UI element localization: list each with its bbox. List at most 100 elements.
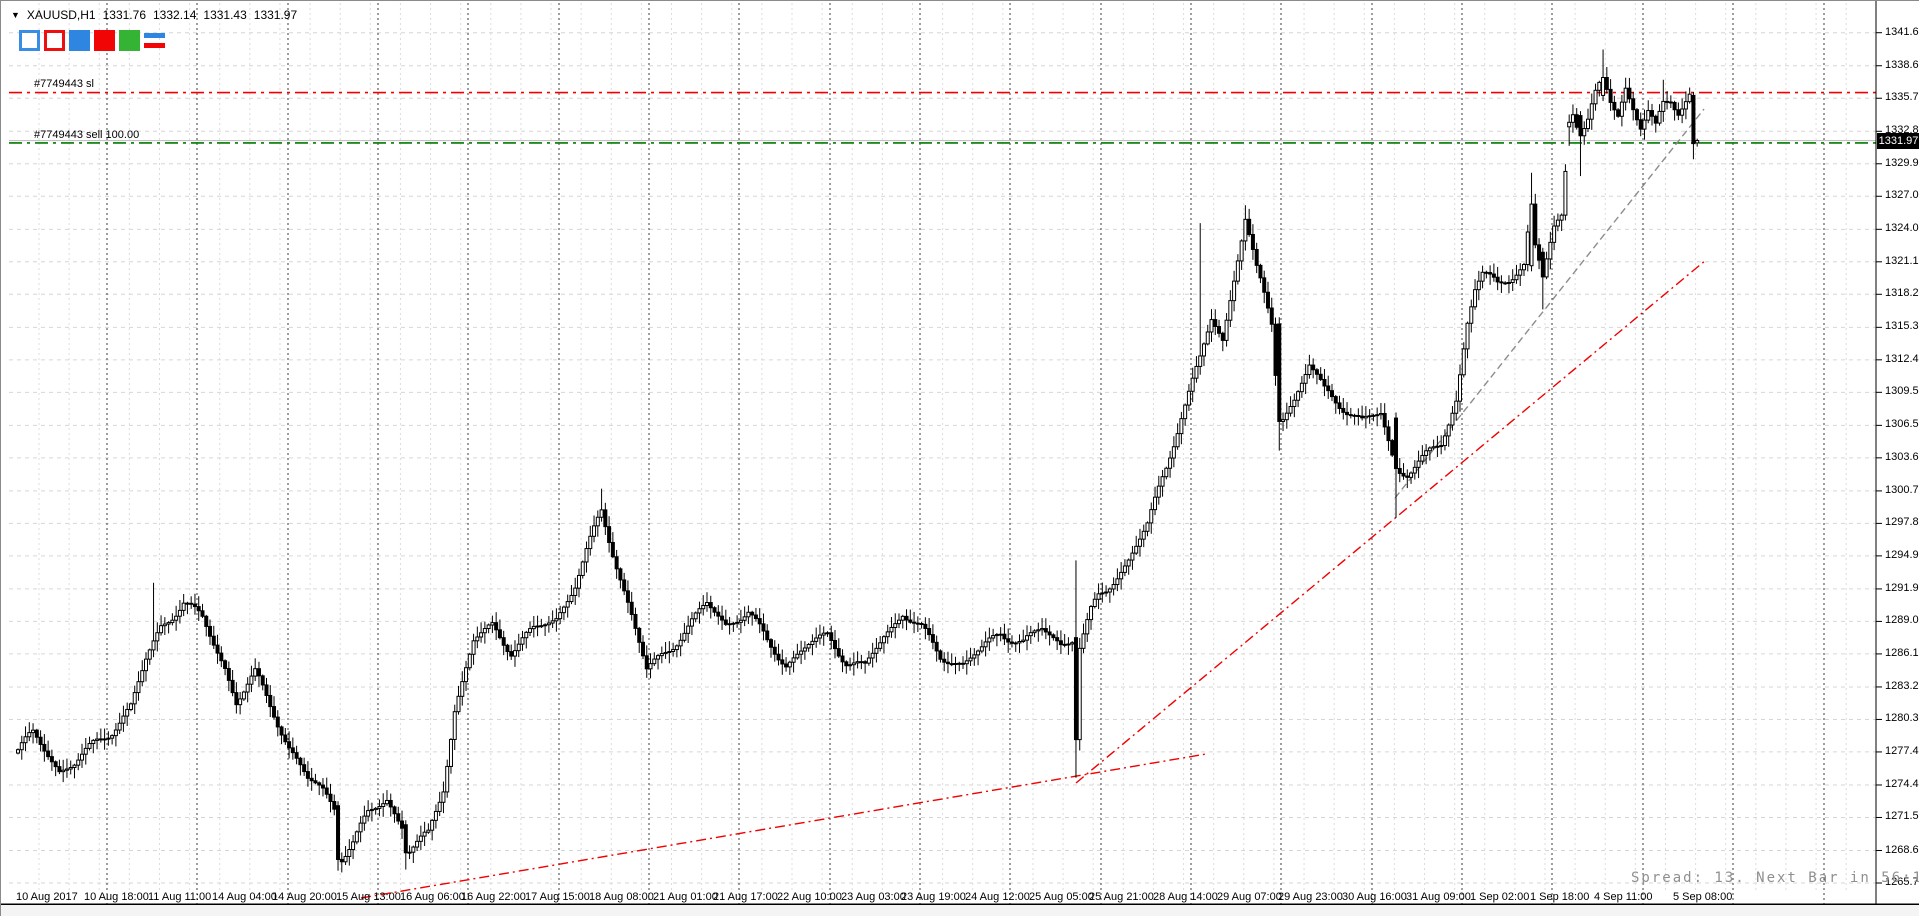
candle: [83, 747, 88, 755]
red-filled-square-button[interactable]: [94, 30, 115, 51]
candle: [983, 641, 988, 648]
candle: [336, 805, 341, 860]
candle: [1427, 447, 1432, 452]
candle: [576, 574, 581, 589]
candle: [859, 661, 864, 664]
candle: [976, 650, 981, 656]
candle: [1288, 406, 1293, 414]
candle: [561, 606, 566, 614]
candle: [1533, 203, 1538, 246]
price-tick-label: 1303.65: [1885, 450, 1919, 463]
candle: [881, 636, 886, 644]
candle: [844, 661, 849, 667]
candle: [170, 619, 175, 624]
time-tick-label: 4 Sep 11:00: [1594, 891, 1653, 903]
candle: [328, 793, 333, 803]
candle: [1126, 559, 1131, 567]
candle: [1277, 323, 1282, 422]
candle: [1390, 440, 1395, 456]
candle: [1661, 100, 1666, 112]
candle: [1333, 396, 1338, 404]
candle: [1563, 170, 1568, 216]
candle: [1495, 276, 1500, 283]
candle: [889, 626, 894, 633]
candle: [98, 738, 103, 741]
candle: [938, 650, 943, 660]
blue-filled-square-button[interactable]: [69, 30, 90, 51]
candle: [927, 627, 932, 636]
candle: [1171, 446, 1176, 459]
candle: [629, 601, 634, 615]
candle: [238, 698, 243, 706]
candle: [1680, 108, 1685, 116]
candle: [723, 619, 728, 625]
candle: [1292, 399, 1297, 408]
green-filled-square-button[interactable]: [119, 30, 140, 51]
candle: [866, 657, 871, 664]
candle: [1201, 343, 1206, 357]
candle: [836, 648, 841, 657]
price-tick-label: 1335.75: [1885, 91, 1919, 104]
candle: [147, 649, 152, 660]
candle: [1356, 415, 1361, 418]
candle: [1386, 426, 1391, 442]
candle: [1601, 77, 1606, 96]
blue-outline-square-button[interactable]: [19, 30, 40, 51]
candle: [61, 769, 66, 773]
candle: [1401, 472, 1406, 477]
candle: [369, 809, 374, 812]
candle: [34, 729, 39, 738]
candle: [1597, 81, 1602, 91]
candle: [339, 858, 344, 863]
candle: [840, 655, 845, 663]
candle: [979, 646, 984, 652]
time-tick-label: 21 Aug 01:00: [653, 891, 718, 903]
blue-red-bars-button[interactable]: [144, 30, 165, 51]
candle: [652, 658, 657, 665]
candle: [727, 623, 732, 626]
candle: [181, 602, 186, 611]
candle: [765, 630, 770, 641]
candle: [742, 616, 747, 621]
candle: [588, 535, 593, 550]
candle: [546, 622, 551, 626]
red-outline-square-button[interactable]: [44, 30, 65, 51]
candle: [1058, 640, 1063, 646]
price-tick-label: 1291.95: [1885, 581, 1919, 594]
candle: [942, 658, 947, 663]
candle: [298, 757, 303, 766]
candle: [1073, 637, 1078, 741]
candle: [411, 846, 416, 853]
collapse-arrow-icon[interactable]: ▼: [11, 10, 20, 20]
candle: [1555, 219, 1560, 227]
sell-order-line-label[interactable]: #7749443 sell 100.00: [34, 129, 140, 141]
candle: [1168, 457, 1173, 469]
candle: [1220, 332, 1225, 341]
candle: [1367, 415, 1372, 418]
candle: [1194, 365, 1199, 379]
candle: [1017, 640, 1022, 644]
candle: [16, 749, 20, 754]
candle: [1619, 101, 1624, 117]
candle: [1062, 643, 1067, 646]
candle: [1488, 272, 1493, 275]
candle: [1228, 300, 1233, 321]
candle: [1514, 274, 1519, 281]
candle: [874, 647, 879, 654]
candle: [689, 618, 694, 627]
candle: [1348, 414, 1353, 417]
candle: [1025, 635, 1030, 641]
candle: [501, 637, 506, 646]
stop-loss-line-label[interactable]: #7749443 sl: [34, 78, 94, 90]
candle: [1213, 319, 1218, 328]
candle: [1032, 630, 1037, 634]
candle: [31, 729, 36, 734]
candle: [784, 663, 789, 668]
candle: [1205, 331, 1210, 345]
candle: [1454, 400, 1459, 414]
candle: [479, 632, 484, 638]
candle: [592, 525, 597, 537]
candle: [897, 619, 902, 625]
candle: [1235, 260, 1240, 282]
